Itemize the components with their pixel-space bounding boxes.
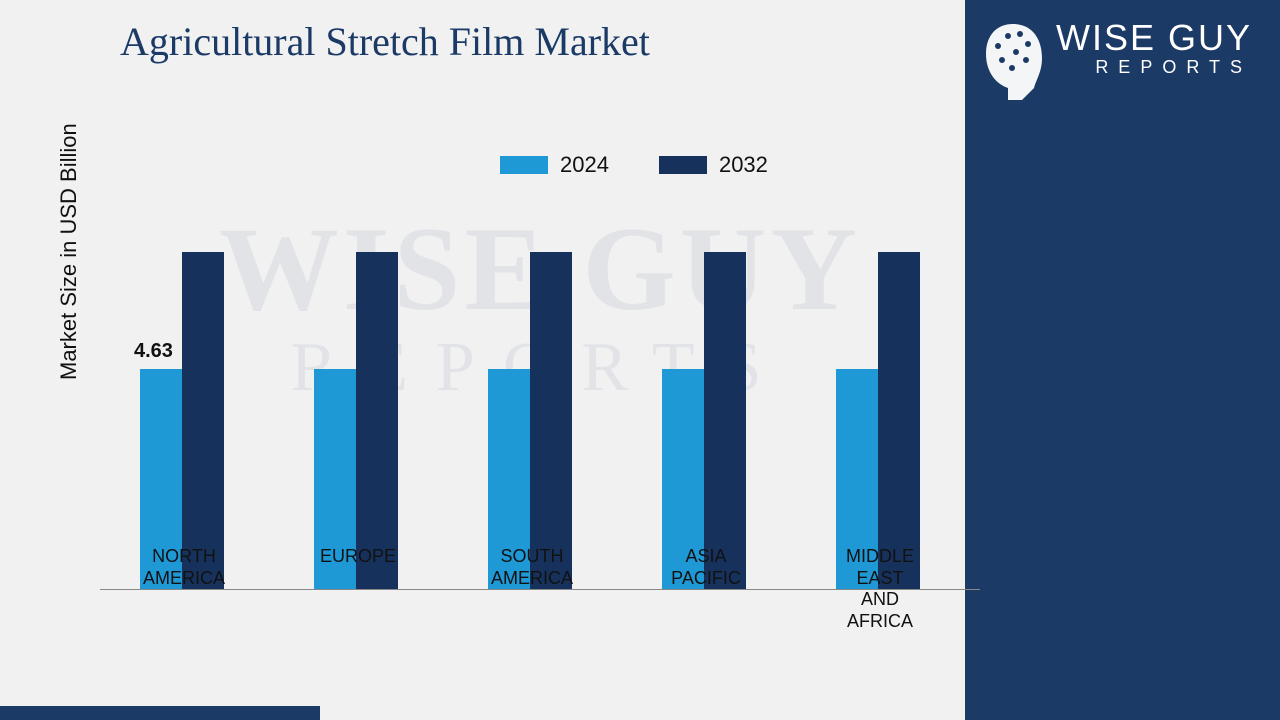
bar-2032 — [356, 252, 398, 589]
bar-value-label: 4.63 — [134, 340, 173, 363]
logo-line1: WISE GUY — [1056, 20, 1252, 56]
brand-logo: WISE GUY REPORTS — [1056, 20, 1252, 76]
x-axis-label: EUROPE — [278, 546, 438, 568]
bar-2032 — [878, 252, 920, 589]
chart-area: 4.63 NORTHAMERICA EUROPE SOUTHAMERICA ASIAP… — [100, 160, 980, 590]
bar-2032 — [182, 252, 224, 589]
logo-head-icon — [978, 18, 1048, 104]
chart-stage: WISE GUY REPORTS Agricultural Stretch Fi… — [0, 0, 1280, 720]
logo-line2: REPORTS — [1056, 58, 1252, 76]
x-axis-label: NORTHAMERICA — [104, 546, 264, 589]
x-axis-label: SOUTHAMERICA — [452, 546, 612, 589]
right-panel — [965, 0, 1280, 720]
x-axis-label: ASIAPACIFIC — [626, 546, 786, 589]
x-axis-label: MIDDLEEASTANDAFRICA — [800, 546, 960, 632]
plot-area: 4.63 — [100, 209, 980, 590]
bar-2032 — [530, 252, 572, 589]
bar-2032 — [704, 252, 746, 589]
y-axis-label: Market Size in USD Billion — [56, 123, 82, 380]
chart-title: Agricultural Stretch Film Market — [120, 18, 650, 65]
bottom-accent-bar — [0, 706, 320, 720]
